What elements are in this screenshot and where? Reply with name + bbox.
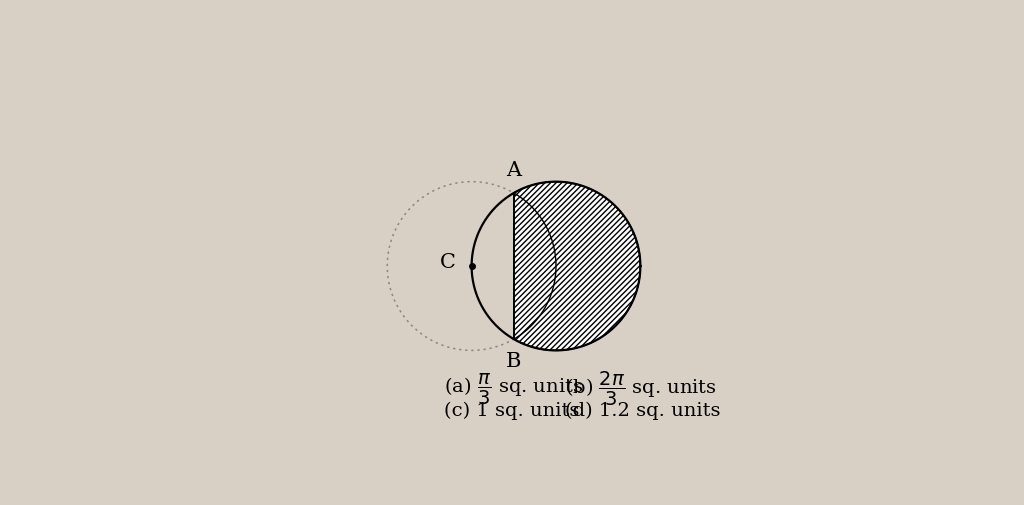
Polygon shape xyxy=(514,182,640,350)
Text: (b) $\dfrac{2\pi}{3}$ sq. units: (b) $\dfrac{2\pi}{3}$ sq. units xyxy=(565,370,717,409)
Text: (a) $\dfrac{\pi}{3}$ sq. units: (a) $\dfrac{\pi}{3}$ sq. units xyxy=(444,372,584,407)
Text: (c) 1 sq. units: (c) 1 sq. units xyxy=(444,402,580,421)
Text: B: B xyxy=(506,352,521,371)
Text: A: A xyxy=(506,161,521,180)
Text: C: C xyxy=(439,253,456,272)
Text: (d) 1.2 sq. units: (d) 1.2 sq. units xyxy=(565,402,721,421)
